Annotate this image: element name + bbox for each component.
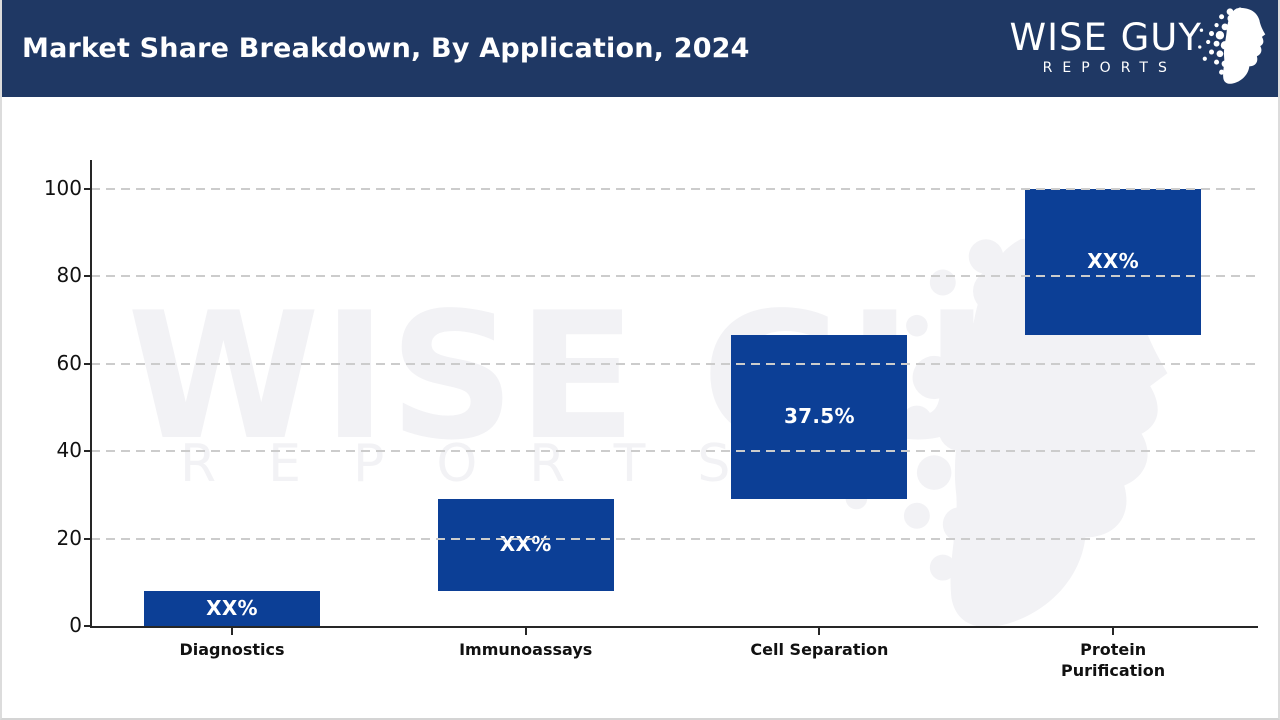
x-axis-line xyxy=(90,626,1258,628)
category-label-immunoassays: Immunoassays xyxy=(459,640,593,659)
y-tick-mark xyxy=(84,625,91,627)
x-tick-mark xyxy=(524,628,527,635)
y-tick-mark xyxy=(84,537,91,540)
brand-logo: WISE GUY REPORTS xyxy=(1010,5,1272,89)
gridline-100 xyxy=(91,187,1258,190)
x-tick-mark xyxy=(1112,628,1115,635)
bar-protein-purification: XX% xyxy=(1025,188,1202,336)
bar-value-label: XX% xyxy=(206,595,258,620)
gridline-20 xyxy=(91,537,1258,540)
dotted-head-profile-icon xyxy=(1188,5,1272,89)
x-tick-mark xyxy=(231,628,233,635)
category-label-diagnostics: Diagnostics xyxy=(179,640,285,659)
y-tick-label-100: 100 xyxy=(43,175,82,200)
bar-diagnostics: XX% xyxy=(144,591,320,626)
y-tick-label-60: 60 xyxy=(56,350,82,375)
bar-value-label: XX% xyxy=(499,532,552,557)
page-title: Market Share Breakdown, By Application, … xyxy=(22,33,750,64)
watermark-subtext: REPORTS xyxy=(180,434,783,494)
y-tick-label-80: 80 xyxy=(56,263,82,287)
brand-subname: REPORTS xyxy=(1042,59,1177,76)
y-tick-label-0: 0 xyxy=(69,613,82,637)
y-tick-mark xyxy=(84,450,91,452)
y-tick-mark xyxy=(84,362,91,365)
bar-cell-separation: 37.5% xyxy=(731,335,908,500)
category-label-cell-separation: Cell Separation xyxy=(750,640,889,659)
y-tick-mark xyxy=(84,187,91,190)
bar-value-label: XX% xyxy=(1087,248,1139,273)
gridline-80 xyxy=(91,275,1258,277)
brand-wordmark: WISE GUY REPORTS xyxy=(1009,16,1202,76)
y-tick-label-40: 40 xyxy=(56,438,82,462)
header-bar: Market Share Breakdown, By Application, … xyxy=(2,0,1278,97)
y-axis-line xyxy=(90,160,92,628)
y-tick-mark xyxy=(84,275,91,277)
category-label-protein-purification: Protein Purification xyxy=(1061,640,1166,680)
y-tick-label-20: 20 xyxy=(56,525,82,550)
gridline-40 xyxy=(91,450,1258,452)
gridline-60 xyxy=(91,362,1258,365)
brand-name: WISE GUY xyxy=(1009,16,1202,60)
bar-immunoassays: XX% xyxy=(437,499,614,591)
x-tick-mark xyxy=(818,628,821,635)
bar-value-label: 37.5% xyxy=(783,404,855,429)
